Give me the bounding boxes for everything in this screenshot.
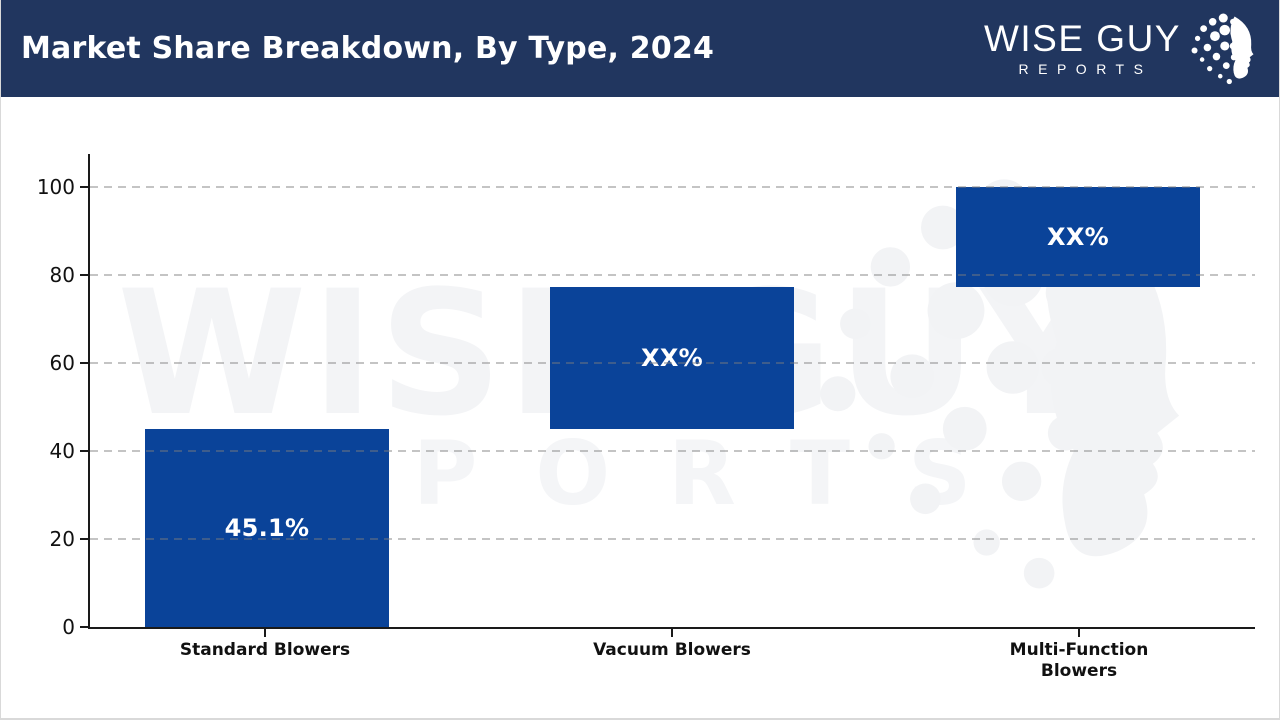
y-tick-0 xyxy=(80,626,88,628)
x-category-label: Standard Blowers xyxy=(179,640,351,660)
bar-multi-function-blowers: XX% xyxy=(956,187,1200,287)
y-tick-label: 0 xyxy=(62,615,75,639)
gridline-40 xyxy=(90,450,1255,452)
bar-standard-blowers: 45.1% xyxy=(145,428,389,627)
x-axis-line xyxy=(88,627,1255,629)
y-tick-label: 40 xyxy=(49,439,75,463)
y-tick-60 xyxy=(80,362,88,364)
bar-vacuum-blowers: XX% xyxy=(550,286,794,429)
bar-value-label: 45.1% xyxy=(224,513,310,542)
page-title: Market Share Breakdown, By Type, 2024 xyxy=(21,31,715,66)
gridline-20 xyxy=(90,538,1255,540)
y-tick-100 xyxy=(80,186,88,188)
y-tick-label: 20 xyxy=(49,527,75,551)
logo-wordmark: WISE GUY xyxy=(983,18,1181,60)
y-tick-label: 60 xyxy=(49,351,75,375)
bar-value-label: XX% xyxy=(1047,222,1109,251)
y-tick-label: 80 xyxy=(49,263,75,287)
gridline-60 xyxy=(90,362,1255,364)
header: Market Share Breakdown, By Type, 2024 WI… xyxy=(1,0,1279,97)
y-tick-40 xyxy=(80,450,88,452)
y-tick-label: 100 xyxy=(36,175,75,199)
x-category-label: Vacuum Blowers xyxy=(593,640,751,660)
logo-text: WISE GUY REPORTS xyxy=(983,18,1181,77)
y-axis-line xyxy=(88,154,90,629)
x-tick-1 xyxy=(264,629,266,637)
gridline-80 xyxy=(90,274,1255,276)
x-category-label: Multi-Function Blowers xyxy=(1009,640,1149,681)
gridline-100 xyxy=(90,186,1255,188)
logo-subtitle: REPORTS xyxy=(1018,60,1153,77)
x-tick-3 xyxy=(1078,629,1080,637)
y-tick-20 xyxy=(80,538,88,540)
bar-value-label: XX% xyxy=(641,343,703,372)
y-tick-80 xyxy=(80,274,88,276)
logo-face-icon xyxy=(1191,12,1254,84)
wiseguy-logo: WISE GUY REPORTS xyxy=(984,11,1255,87)
x-tick-2 xyxy=(671,629,673,637)
